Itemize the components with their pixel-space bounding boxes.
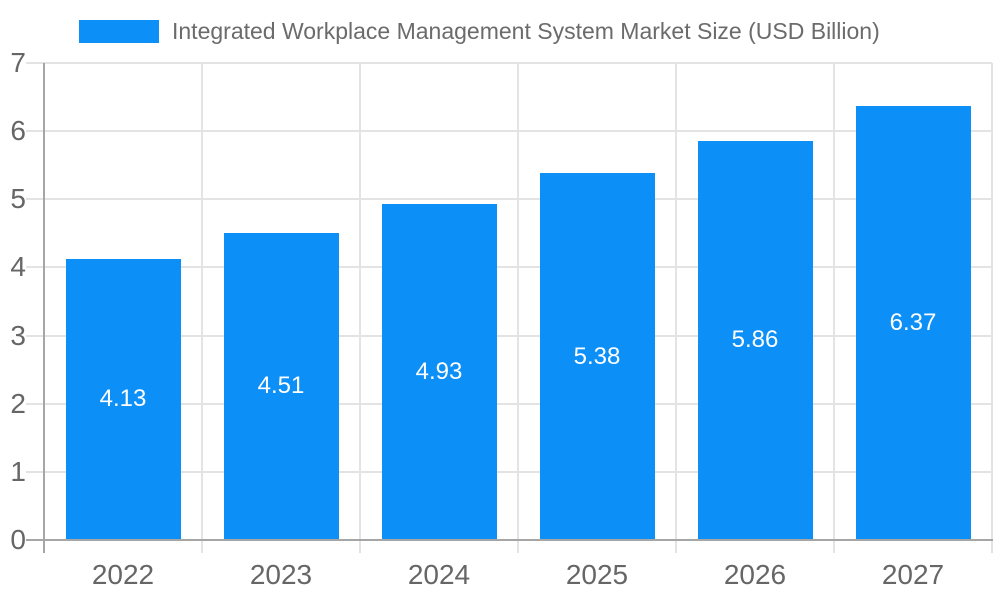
y-tick-label: 0 [10,524,26,555]
x-gridline [991,63,993,553]
x-gridline [675,63,677,553]
x-tick-label: 2027 [881,559,945,590]
x-tick-label: 2025 [565,559,629,590]
x-tick-label: 2026 [723,559,787,590]
x-tick-label: 2022 [91,559,155,590]
y-gridline [26,62,992,64]
x-gridline [201,63,203,553]
y-gridline [26,130,992,133]
y-tick-label: 6 [10,115,26,147]
y-tick-label: 3 [10,319,26,351]
bar[interactable] [381,204,497,539]
bar[interactable] [223,232,339,539]
y-axis-line [43,63,45,553]
y-gridline [26,470,992,473]
legend-label: Integrated Workplace Management System M… [172,18,880,44]
y-gridline [26,266,992,269]
y-tick-label: 4 [10,251,26,283]
bar[interactable] [697,140,813,539]
bar[interactable] [65,258,181,539]
legend-swatch [79,20,159,43]
x-gridline [833,63,835,553]
bar[interactable] [855,105,971,539]
y-gridline [26,402,992,405]
x-tick-label: 2024 [407,559,471,590]
bar[interactable] [539,173,655,539]
y-gridline [26,334,992,337]
chart-legend: Integrated Workplace Management System M… [0,0,1000,56]
y-gridline [26,198,992,201]
x-tick-label: 2023 [249,559,313,590]
y-tick-label: 7 [10,47,26,78]
x-gridline [517,63,519,553]
legend-item[interactable]: Integrated Workplace Management System M… [79,20,880,43]
y-tick-label: 2 [10,387,26,419]
y-tick-label: 5 [10,183,26,215]
y-tick-label: 1 [10,455,26,487]
x-gridline [359,63,361,553]
x-axis-line [26,539,993,541]
